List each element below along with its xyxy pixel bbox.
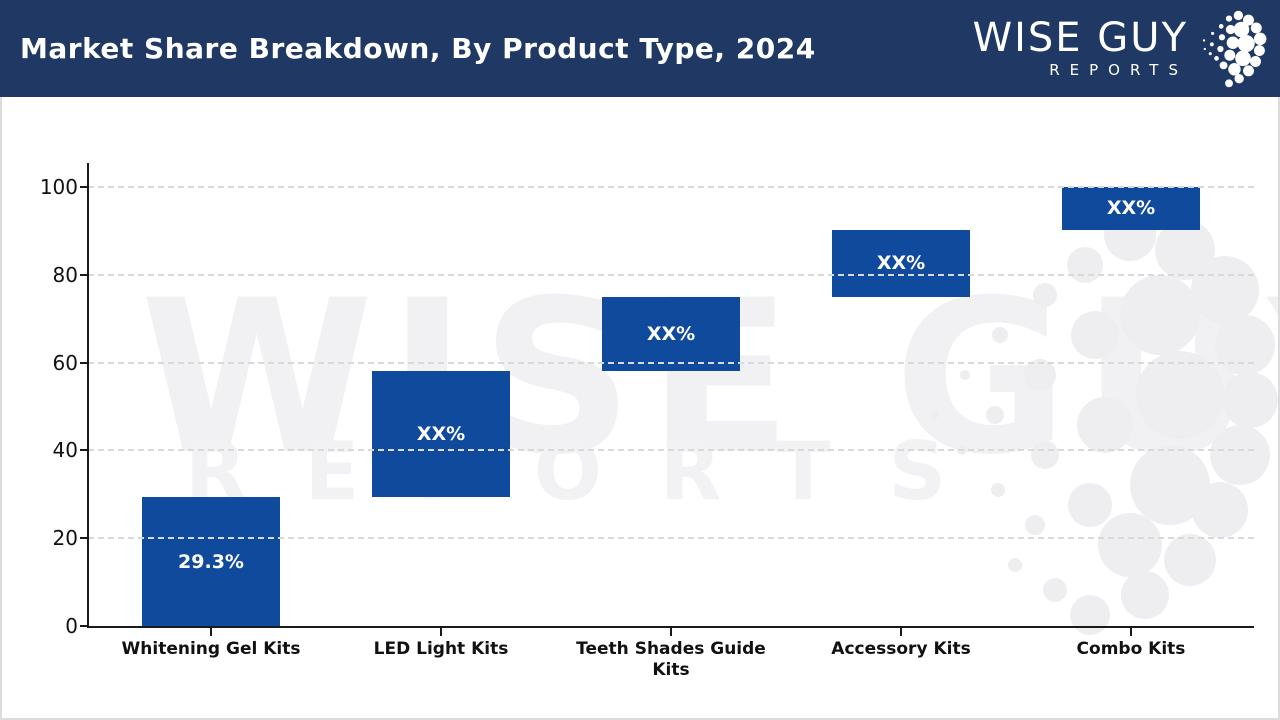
- bar-4: XX%: [1062, 187, 1200, 230]
- bar-value-label-4: XX%: [1106, 197, 1156, 220]
- x-axis-line: [87, 626, 1254, 628]
- x-category-label-3: Accessory Kits: [831, 639, 971, 659]
- logo-reports-label: REPORTS: [1049, 61, 1188, 79]
- x-category-label-0: Whitening Gel Kits: [121, 639, 301, 659]
- bar-value-label-0: 29.3%: [178, 550, 244, 573]
- y-tick-label-80: 80: [52, 262, 78, 287]
- y-tick-label-20: 20: [52, 526, 78, 551]
- watermark-head-dots-graphic: [931, 209, 1278, 635]
- x-tick-mark-4: [1130, 628, 1132, 636]
- bar-value-label-3: XX%: [876, 252, 926, 275]
- y-tick-mark-20: [80, 537, 88, 540]
- watermark-reports-text: REPORTS: [185, 425, 1005, 518]
- logo-text: WISE GUY REPORTS: [973, 18, 1188, 79]
- y-tick-label-100: 100: [39, 175, 78, 199]
- logo-head-dots-icon: [1202, 10, 1267, 87]
- x-tick-mark-1: [440, 628, 442, 636]
- x-tick-mark-3: [900, 628, 902, 636]
- bar-1: XX%: [372, 371, 510, 498]
- header-bar: Market Share Breakdown, By Product Type,…: [0, 0, 1280, 97]
- y-tick-label-60: 60: [52, 350, 78, 375]
- y-axis-line: [87, 163, 89, 628]
- y-tick-mark-80: [80, 273, 88, 276]
- y-tick-mark-0: [80, 625, 88, 627]
- bar-3: XX%: [832, 229, 970, 297]
- x-tick-mark-2: [670, 628, 672, 636]
- bar-value-label-1: XX%: [416, 423, 466, 446]
- y-tick-label-40: 40: [52, 438, 78, 463]
- y-tick-mark-100: [80, 186, 88, 188]
- gridline-20: [88, 537, 1254, 540]
- x-category-label-2: Teeth Shades Guide Kits: [576, 639, 766, 681]
- gridline-80: [88, 273, 1254, 276]
- x-tick-mark-0: [210, 628, 212, 636]
- y-tick-mark-40: [80, 449, 88, 452]
- gridline-60: [88, 361, 1254, 364]
- bar-0: 29.3%: [142, 497, 280, 626]
- bar-value-label-2: XX%: [646, 323, 696, 346]
- chart-title: Market Share Breakdown, By Product Type,…: [20, 32, 816, 65]
- gridline-100: [88, 186, 1254, 188]
- y-tick-label-0: 0: [65, 614, 78, 638]
- x-category-label-4: Combo Kits: [1076, 639, 1186, 659]
- gridline-40: [88, 449, 1254, 452]
- bar-2: XX%: [602, 296, 740, 372]
- logo-wiseguy-label: WISE GUY: [972, 15, 1188, 61]
- x-category-label-1: LED Light Kits: [373, 639, 509, 659]
- wise-guy-reports-logo: WISE GUY REPORTS: [973, 6, 1280, 92]
- y-tick-mark-60: [80, 361, 88, 364]
